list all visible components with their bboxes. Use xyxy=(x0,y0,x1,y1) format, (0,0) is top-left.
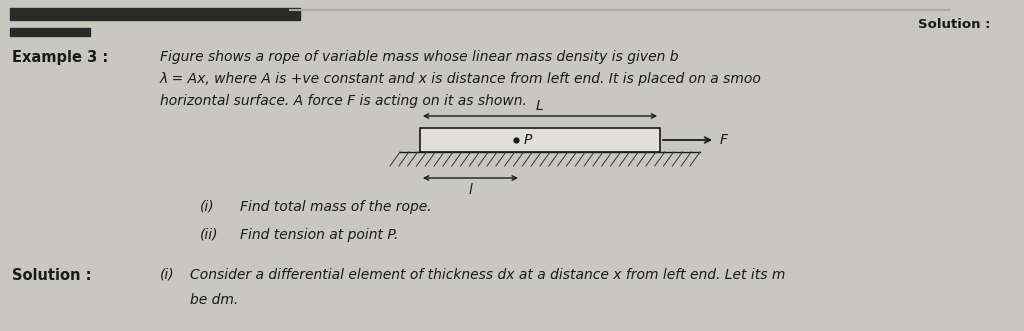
Text: Solution :: Solution : xyxy=(918,18,990,31)
Text: L: L xyxy=(537,99,544,113)
Text: be dm.: be dm. xyxy=(190,293,239,307)
Text: Find total mass of the rope.: Find total mass of the rope. xyxy=(240,200,432,214)
Bar xyxy=(420,128,660,152)
Bar xyxy=(10,8,300,20)
Text: (ii): (ii) xyxy=(200,228,218,242)
Text: Solution :: Solution : xyxy=(12,268,91,283)
Bar xyxy=(10,28,90,36)
Text: P: P xyxy=(524,133,532,147)
Text: Find tension at point P.: Find tension at point P. xyxy=(240,228,398,242)
Text: λ = Ax, where A is +ve constant and x is distance from left end. It is placed on: λ = Ax, where A is +ve constant and x is… xyxy=(160,72,762,86)
Text: horizontal surface. A force F is acting on it as shown.: horizontal surface. A force F is acting … xyxy=(160,94,527,108)
Text: F: F xyxy=(720,133,728,147)
Text: l: l xyxy=(468,183,472,197)
Text: Figure shows a rope of variable mass whose linear mass density is given b: Figure shows a rope of variable mass who… xyxy=(160,50,679,64)
Text: Example 3 :: Example 3 : xyxy=(12,50,109,65)
Text: Consider a differential element of thickness dx at a distance x from left end. L: Consider a differential element of thick… xyxy=(190,268,785,282)
Text: (i): (i) xyxy=(160,268,175,282)
Text: (i): (i) xyxy=(200,200,215,214)
